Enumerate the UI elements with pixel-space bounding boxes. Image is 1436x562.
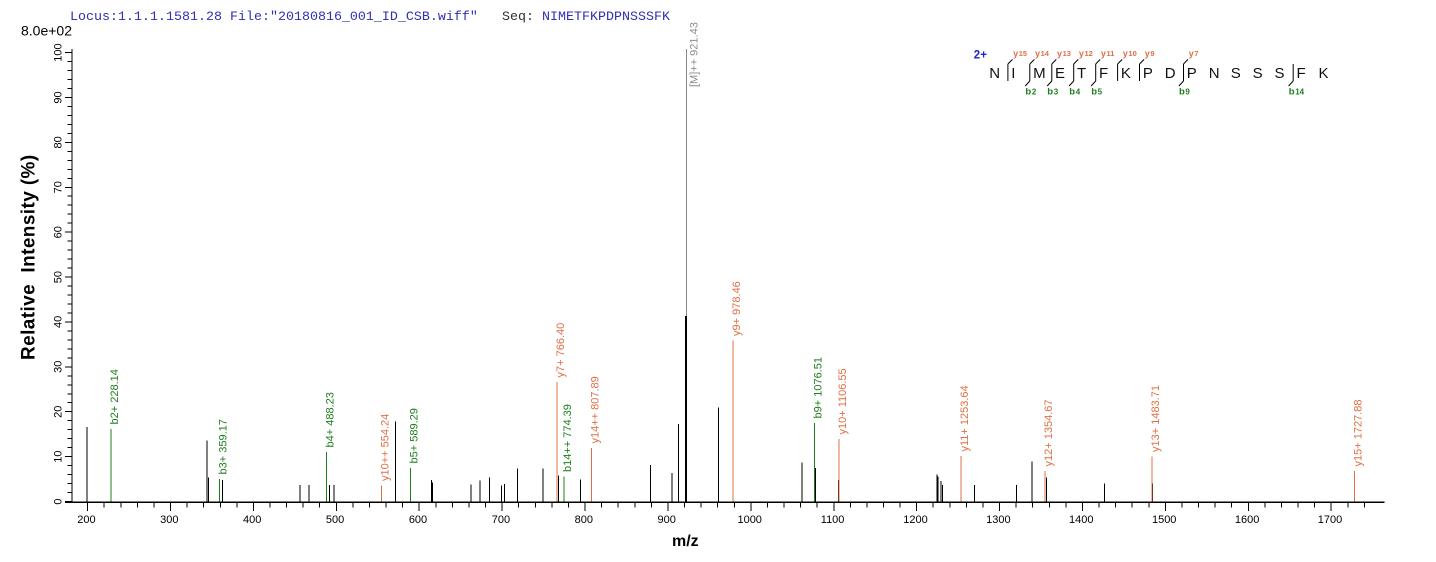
svg-text:1300: 1300 (986, 514, 1010, 526)
svg-text:1100: 1100 (821, 514, 845, 526)
svg-text:S: S (1231, 65, 1241, 82)
svg-text:P: P (1187, 65, 1197, 82)
svg-text:b4+ 488.23: b4+ 488.23 (325, 392, 337, 447)
svg-text:500: 500 (326, 514, 344, 526)
svg-text:1400: 1400 (1069, 514, 1093, 526)
svg-text:N: N (989, 65, 1000, 82)
svg-text:b4: b4 (1069, 86, 1080, 97)
svg-text:y12+ 1354.67: y12+ 1354.67 (1043, 400, 1055, 467)
svg-text:y10+ 1106.55: y10+ 1106.55 (837, 368, 849, 434)
svg-text:40: 40 (53, 316, 65, 328)
svg-text:y14: y14 (1035, 49, 1050, 59)
svg-text:y15: y15 (1013, 49, 1027, 59)
svg-text:200: 200 (77, 514, 95, 526)
svg-text:E: E (1055, 65, 1065, 82)
svg-text:600: 600 (409, 514, 427, 526)
svg-text:y9+ 978.46: y9+ 978.46 (731, 281, 743, 336)
svg-text:y11+ 1253.64: y11+ 1253.64 (959, 385, 971, 451)
svg-text:y7: y7 (1189, 49, 1199, 59)
svg-text:F: F (1099, 65, 1108, 82)
svg-text:1700: 1700 (1318, 514, 1342, 526)
svg-text:b9+ 1076.51: b9+ 1076.51 (812, 357, 824, 418)
svg-text:I: I (1011, 65, 1015, 82)
svg-text:S: S (1253, 65, 1263, 82)
svg-text:P: P (1143, 65, 1153, 82)
svg-text:800: 800 (575, 514, 593, 526)
svg-text:700: 700 (492, 514, 510, 526)
svg-text:S: S (1275, 65, 1285, 82)
svg-text:F: F (1297, 65, 1306, 82)
svg-text:b5+ 589.29: b5+ 589.29 (408, 408, 420, 463)
svg-text:[M]++ 921.43: [M]++ 921.43 (688, 22, 700, 87)
svg-text:y7+ 766.40: y7+ 766.40 (555, 323, 567, 378)
svg-text:900: 900 (658, 514, 676, 526)
svg-text:Relative Intensity (%): Relative Intensity (%) (19, 154, 40, 360)
svg-text:1200: 1200 (903, 514, 927, 526)
svg-text:2+: 2+ (974, 50, 987, 62)
svg-text:0: 0 (53, 498, 65, 504)
svg-text:Seq:: Seq: (502, 10, 534, 25)
svg-text:b2: b2 (1025, 86, 1036, 97)
svg-text:20: 20 (53, 406, 65, 418)
svg-text:y14++ 807.89: y14++ 807.89 (590, 376, 602, 443)
svg-text:b14: b14 (1289, 86, 1305, 97)
svg-text:70: 70 (53, 181, 65, 193)
svg-text:100: 100 (53, 43, 65, 61)
svg-text:D: D (1165, 65, 1176, 82)
svg-text:y9: y9 (1145, 49, 1155, 59)
svg-text:b3: b3 (1047, 86, 1058, 97)
svg-text:b5: b5 (1091, 86, 1102, 97)
svg-text:80: 80 (53, 136, 65, 148)
svg-text:y13+ 1483.71: y13+ 1483.71 (1150, 385, 1162, 452)
svg-text:400: 400 (243, 514, 261, 526)
svg-text:y10: y10 (1123, 49, 1137, 59)
svg-text:T: T (1077, 65, 1086, 82)
svg-text:y11: y11 (1101, 49, 1115, 59)
svg-text:90: 90 (53, 91, 65, 103)
svg-text:m/z: m/z (672, 533, 699, 550)
svg-text:1600: 1600 (1235, 514, 1259, 526)
svg-text:y15+ 1727.88: y15+ 1727.88 (1352, 400, 1364, 467)
svg-text:300: 300 (160, 514, 178, 526)
svg-text:8.0e+02: 8.0e+02 (21, 23, 72, 39)
svg-text:y12: y12 (1079, 49, 1093, 59)
svg-text:b3+ 359.17: b3+ 359.17 (218, 419, 230, 474)
svg-text:60: 60 (53, 226, 65, 238)
svg-text:y13: y13 (1057, 49, 1071, 59)
svg-text:10: 10 (53, 450, 65, 462)
svg-text:K: K (1121, 65, 1131, 82)
svg-text:b9: b9 (1179, 86, 1190, 97)
svg-text:b2+ 228.14: b2+ 228.14 (109, 369, 121, 424)
svg-text:K: K (1319, 65, 1329, 82)
svg-text:N: N (1209, 65, 1220, 82)
svg-text:b14++ 774.39: b14++ 774.39 (562, 404, 574, 472)
svg-text:NIMETFKPDPNSSSFK: NIMETFKPDPNSSSFK (542, 10, 670, 25)
svg-text:M: M (1033, 65, 1046, 82)
svg-text:y10++ 554.24: y10++ 554.24 (379, 414, 391, 481)
svg-text:50: 50 (53, 271, 65, 283)
svg-text:Locus:1.1.1.1581.28 File:"2018: Locus:1.1.1.1581.28 File:"20180816_001_I… (70, 10, 478, 25)
svg-text:1500: 1500 (1152, 514, 1176, 526)
svg-text:30: 30 (53, 361, 65, 373)
svg-text:1000: 1000 (737, 514, 761, 526)
